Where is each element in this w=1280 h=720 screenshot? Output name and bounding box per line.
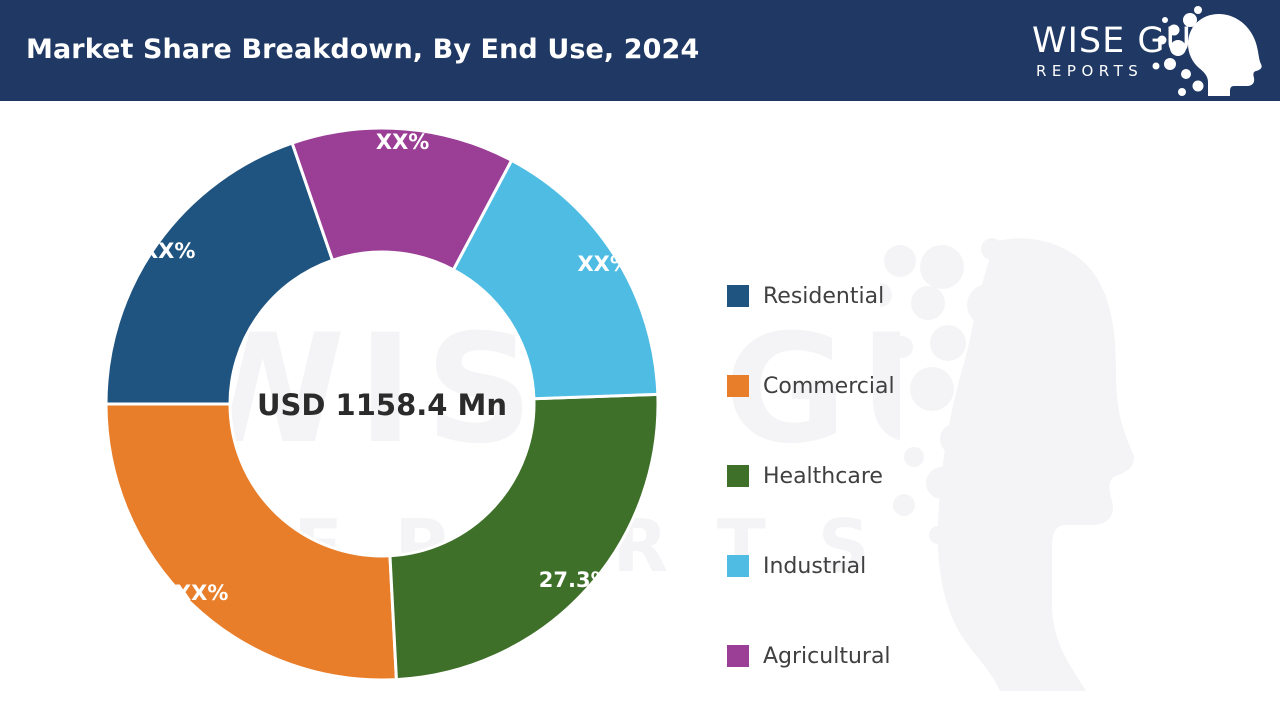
logo-head-profile-icon bbox=[1152, 6, 1262, 96]
legend-item-industrial[interactable]: Industrial bbox=[727, 521, 1047, 611]
slice-label-residential: XX% bbox=[142, 239, 195, 263]
page-header: Market Share Breakdown, By End Use, 2024… bbox=[0, 0, 1280, 101]
slice-agricultural[interactable] bbox=[290, 126, 514, 272]
legend-item-agricultural[interactable]: Agricultural bbox=[727, 611, 1047, 701]
chart-body: WISE GUY REPORTS XX% XX% 27.3% XX% bbox=[0, 101, 1280, 720]
svg-text:REPORTS: REPORTS bbox=[1036, 62, 1143, 80]
legend-item-healthcare[interactable]: Healthcare bbox=[727, 431, 1047, 521]
chart-legend: Residential Commercial Healthcare Indust… bbox=[727, 251, 1047, 701]
donut-center-value: USD 1158.4 Mn bbox=[257, 388, 507, 422]
legend-swatch-healthcare bbox=[727, 465, 749, 487]
legend-label-residential: Residential bbox=[763, 283, 885, 309]
donut-slice-labels: XX% XX% 27.3% XX% XX% bbox=[142, 130, 631, 605]
legend-swatch-industrial bbox=[727, 555, 749, 577]
slice-residential[interactable] bbox=[104, 141, 335, 406]
legend-label-agricultural: Agricultural bbox=[763, 643, 891, 669]
slice-label-commercial: XX% bbox=[175, 581, 228, 605]
legend-label-commercial: Commercial bbox=[763, 373, 895, 399]
legend-item-residential[interactable]: Residential bbox=[727, 251, 1047, 341]
legend-label-industrial: Industrial bbox=[763, 553, 867, 579]
slice-label-industrial: XX% bbox=[577, 252, 630, 276]
donut-slices bbox=[104, 126, 660, 682]
donut-chart: XX% XX% 27.3% XX% XX% USD 1158.4 Mn bbox=[90, 109, 675, 694]
legend-swatch-commercial bbox=[727, 375, 749, 397]
svg-text:WISE GUY: WISE GUY bbox=[1032, 21, 1215, 61]
page-title: Market Share Breakdown, By End Use, 2024 bbox=[26, 34, 700, 65]
wise-guy-reports-logo: WISE GUY REPORTS bbox=[1022, 6, 1272, 96]
slice-healthcare[interactable] bbox=[388, 392, 660, 682]
logo-wordmark: WISE GUY REPORTS bbox=[1032, 21, 1215, 80]
slice-label-agricultural: XX% bbox=[376, 130, 429, 154]
slice-industrial[interactable] bbox=[451, 158, 660, 401]
legend-swatch-residential bbox=[727, 285, 749, 307]
legend-swatch-agricultural bbox=[727, 645, 749, 667]
slice-label-healthcare: 27.3% bbox=[539, 568, 612, 592]
legend-item-commercial[interactable]: Commercial bbox=[727, 341, 1047, 431]
slice-commercial[interactable] bbox=[104, 402, 399, 682]
legend-label-healthcare: Healthcare bbox=[763, 463, 883, 489]
